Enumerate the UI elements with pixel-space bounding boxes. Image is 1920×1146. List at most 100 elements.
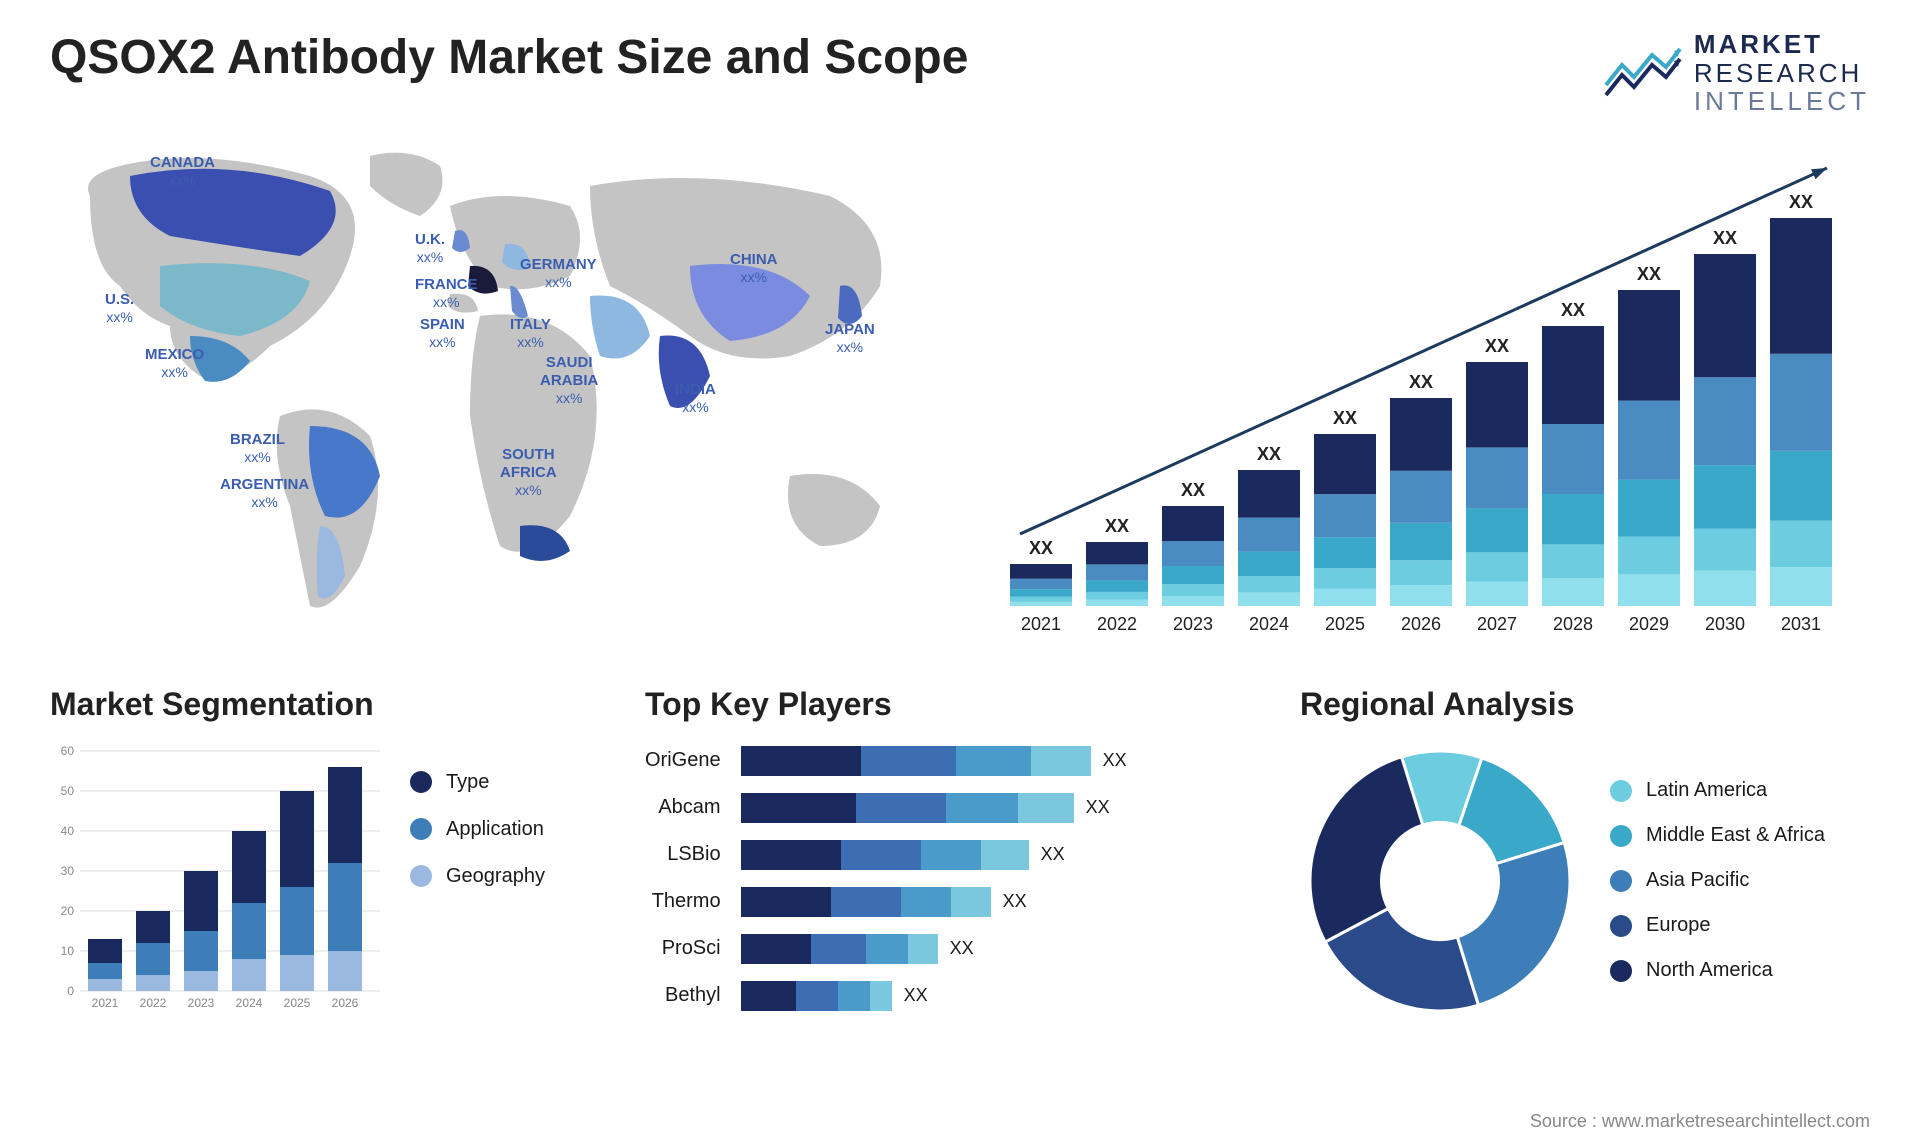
growth-bar-label: XX (1029, 538, 1053, 558)
player-bar-segment (811, 934, 866, 964)
top-row: CANADAxx%U.S.xx%MEXICOxx%BRAZILxx%ARGENT… (50, 136, 1870, 656)
map-label: U.K.xx% (415, 231, 445, 266)
growth-bar-segment (1542, 494, 1604, 544)
seg-bar-segment (136, 911, 170, 943)
region-legend-item: Asia Pacific (1610, 869, 1825, 892)
player-bar (741, 887, 991, 917)
seg-legend-item: Application (410, 818, 545, 841)
growth-bar-segment (1162, 566, 1224, 584)
growth-bar-segment (1618, 400, 1680, 479)
map-label: SOUTHAFRICAxx% (500, 446, 557, 499)
player-bar-segment (741, 981, 796, 1011)
player-bar-segment (866, 934, 908, 964)
map-label: GERMANYxx% (520, 256, 597, 291)
seg-bar-segment (184, 931, 218, 971)
player-value: XX (904, 985, 928, 1006)
growth-bar-segment (1010, 564, 1072, 579)
growth-year-label: 2030 (1705, 614, 1745, 634)
growth-bar-segment (1314, 568, 1376, 589)
player-bar-segment (981, 840, 1029, 870)
growth-bar-label: XX (1333, 408, 1357, 428)
growth-bar-segment (1542, 544, 1604, 578)
player-bar-row: XX (741, 840, 1265, 870)
legend-dot-icon (410, 865, 432, 887)
player-bar (741, 840, 1029, 870)
player-bar-segment (870, 981, 892, 1011)
players-title: Top Key Players (645, 686, 1265, 723)
regional-panel: Regional Analysis Latin AmericaMiddle Ea… (1300, 686, 1870, 1021)
growth-year-label: 2023 (1173, 614, 1213, 634)
growth-year-label: 2021 (1021, 614, 1061, 634)
legend-dot-icon (410, 771, 432, 793)
legend-dot-icon (1610, 915, 1632, 937)
growth-bar-segment (1162, 506, 1224, 541)
growth-bar-segment (1770, 567, 1832, 606)
bottom-row: Market Segmentation 01020304050602021202… (50, 686, 1870, 1021)
growth-bar-segment (1086, 542, 1148, 564)
seg-bar-segment (88, 939, 122, 963)
growth-bar-label: XX (1105, 516, 1129, 536)
player-bar-segment (741, 793, 856, 823)
player-bar-segment (831, 887, 901, 917)
legend-dot-icon (1610, 870, 1632, 892)
player-bar-segment (908, 934, 938, 964)
growth-year-label: 2028 (1553, 614, 1593, 634)
map-label: JAPANxx% (825, 321, 875, 356)
seg-legend-item: Type (410, 771, 545, 794)
seg-bar-segment (280, 955, 314, 991)
seg-x-tick: 2021 (92, 996, 119, 1010)
growth-chart-panel: XX2021XX2022XX2023XX2024XX2025XX2026XX20… (990, 136, 1870, 656)
growth-bar-segment (1542, 326, 1604, 424)
player-bar-segment (901, 887, 951, 917)
growth-bar-segment (1238, 551, 1300, 575)
seg-bar-segment (232, 959, 266, 991)
player-bar-row: XX (741, 793, 1265, 823)
player-bar-segment (956, 746, 1031, 776)
growth-bar-segment (1618, 536, 1680, 574)
legend-label: Asia Pacific (1646, 869, 1749, 892)
seg-bar-segment (280, 791, 314, 887)
growth-bar-label: XX (1485, 336, 1509, 356)
seg-y-tick: 30 (61, 864, 75, 878)
seg-bar-segment (88, 979, 122, 991)
growth-bar-label: XX (1713, 228, 1737, 248)
legend-label: Latin America (1646, 779, 1767, 802)
player-bar-segment (1018, 793, 1074, 823)
growth-bar-segment (1770, 218, 1832, 354)
player-bar-segment (841, 840, 921, 870)
growth-bar-segment (1238, 517, 1300, 551)
seg-bar-segment (184, 871, 218, 931)
growth-chart: XX2021XX2022XX2023XX2024XX2025XX2026XX20… (990, 136, 1870, 656)
player-name: Bethyl (665, 981, 721, 1011)
growth-bar-segment (1390, 560, 1452, 585)
growth-bar-segment (1618, 479, 1680, 536)
growth-bar-segment (1162, 584, 1224, 596)
growth-bar-segment (1466, 447, 1528, 508)
player-name: OriGene (645, 746, 721, 776)
growth-bar-segment (1542, 578, 1604, 606)
region-legend-item: Latin America (1610, 779, 1825, 802)
growth-bar-segment (1010, 597, 1072, 602)
player-value: XX (1086, 797, 1110, 818)
seg-x-tick: 2024 (236, 996, 263, 1010)
growth-bar-segment (1162, 541, 1224, 566)
growth-bar-segment (1466, 508, 1528, 552)
header: QSOX2 Antibody Market Size and Scope MAR… (50, 30, 1870, 116)
growth-bar-segment (1618, 574, 1680, 606)
legend-label: Geography (446, 865, 545, 888)
growth-bar-segment (1466, 362, 1528, 447)
growth-bar-segment (1238, 592, 1300, 606)
regional-title: Regional Analysis (1300, 686, 1870, 723)
page-title: QSOX2 Antibody Market Size and Scope (50, 30, 968, 85)
segmentation-title: Market Segmentation (50, 686, 610, 723)
growth-bar-label: XX (1181, 480, 1205, 500)
player-bar-segment (946, 793, 1018, 823)
growth-bar-segment (1542, 424, 1604, 494)
growth-bar-segment (1086, 564, 1148, 580)
players-names: OriGeneAbcamLSBioThermoProSciBethyl (645, 741, 721, 1011)
segmentation-panel: Market Segmentation 01020304050602021202… (50, 686, 610, 1021)
growth-bar-segment (1086, 592, 1148, 600)
growth-bar-segment (1390, 523, 1452, 560)
map-label: CANADAxx% (150, 154, 215, 189)
donut-slice (1457, 842, 1570, 1005)
